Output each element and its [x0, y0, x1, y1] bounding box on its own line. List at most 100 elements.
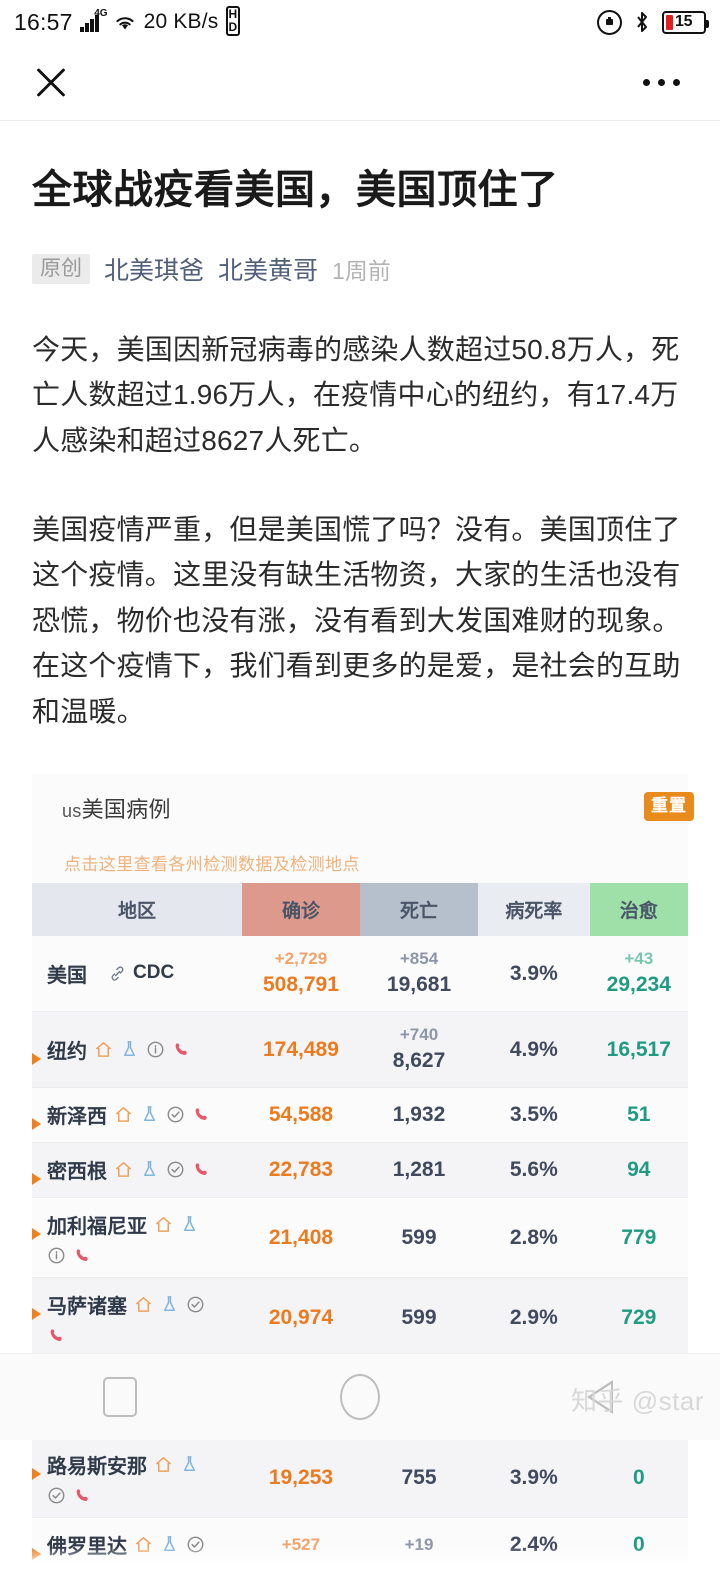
- check-icon[interactable]: [47, 1486, 66, 1505]
- home-button[interactable]: [300, 1354, 420, 1440]
- home-icon[interactable]: [154, 1215, 173, 1234]
- card-header: us美国病例 重置: [32, 774, 694, 824]
- home-icon[interactable]: [114, 1105, 133, 1124]
- testing-data-link[interactable]: 点击这里查看各州检测数据及检测地点: [64, 854, 360, 874]
- home-icon[interactable]: [114, 1160, 133, 1179]
- cell-region[interactable]: 新泽西: [32, 1087, 242, 1144]
- expand-caret-icon[interactable]: [32, 1468, 41, 1481]
- flask-icon[interactable]: [180, 1215, 199, 1234]
- cell-deaths: 755: [359, 1437, 479, 1519]
- network-type-label: 4G: [94, 8, 108, 19]
- battery-icon: 15: [662, 10, 709, 34]
- check-icon[interactable]: [166, 1105, 185, 1124]
- cell-deaths-value: 8,627: [392, 1049, 446, 1073]
- byline: 原创 北美琪爸 北美黄哥 1周前: [32, 251, 688, 287]
- back-icon: [587, 1380, 613, 1414]
- phone-icon[interactable]: [172, 1040, 191, 1059]
- cell-fatality-rate: 2.4%: [478, 1517, 590, 1573]
- home-icon[interactable]: [154, 1455, 173, 1474]
- column-header-cured[interactable]: 治愈: [589, 882, 688, 936]
- covid-data-card: us美国病例 重置 点击这里查看各州检测数据及检测地点 地区 确诊 死亡 病死率…: [32, 773, 694, 1573]
- cell-confirmed-value: 174,489: [262, 1037, 339, 1061]
- cell-region[interactable]: 美国 CDC: [32, 935, 242, 1013]
- region-source[interactable]: CDC: [108, 962, 174, 984]
- cell-region[interactable]: 路易斯安那: [32, 1437, 242, 1519]
- cell-deaths: 1,932: [359, 1087, 479, 1144]
- cell-region[interactable]: 加利福尼亚: [32, 1197, 242, 1279]
- home-icon[interactable]: [94, 1040, 113, 1059]
- signal-icon: 4G: [79, 8, 108, 32]
- more-options-icon[interactable]: [635, 71, 688, 94]
- table-row[interactable]: 佛罗里达 +527 +19 2.4% 0: [32, 1517, 688, 1573]
- cell-region[interactable]: 佛罗里达: [32, 1517, 242, 1573]
- region-name: 美国: [47, 964, 87, 987]
- recents-button[interactable]: [60, 1354, 180, 1440]
- region-name: 加利福尼亚: [47, 1216, 147, 1239]
- column-header-region[interactable]: 地区: [32, 882, 242, 936]
- column-header-confirmed[interactable]: 确诊: [241, 882, 360, 936]
- table-row[interactable]: 密西根 22,783 1,281 5.6% 94: [32, 1142, 688, 1199]
- check-icon[interactable]: [186, 1295, 205, 1314]
- cell-region[interactable]: 马萨诸塞: [32, 1277, 242, 1359]
- expand-caret-icon[interactable]: [32, 1173, 41, 1186]
- phone-icon[interactable]: [192, 1105, 211, 1124]
- flask-icon[interactable]: [180, 1455, 199, 1474]
- cell-confirmed: 19,253: [241, 1437, 360, 1519]
- cell-deaths: +740 8,627: [359, 1011, 479, 1089]
- expand-caret-icon[interactable]: [32, 1548, 41, 1561]
- link-icon[interactable]: [108, 964, 127, 983]
- table-header-row: 地区 确诊 死亡 病死率 治愈: [32, 882, 688, 936]
- region-name: 马萨诸塞: [47, 1296, 127, 1319]
- check-icon[interactable]: [186, 1535, 205, 1554]
- expand-caret-icon[interactable]: [32, 1228, 41, 1241]
- flask-icon[interactable]: [160, 1535, 179, 1554]
- card-title: us美国病例: [62, 792, 171, 824]
- cell-region[interactable]: 纽约: [32, 1011, 242, 1089]
- table-row[interactable]: 纽约 174,489 +740 8,627 4.9% 16,517: [32, 1011, 688, 1089]
- author-primary[interactable]: 北美琪爸: [104, 257, 205, 285]
- region-name: 密西根: [47, 1161, 107, 1184]
- expand-caret-icon[interactable]: [32, 1052, 41, 1065]
- cell-confirmed-value: 21,408: [268, 1225, 334, 1249]
- expand-caret-icon[interactable]: [32, 1308, 41, 1321]
- flask-icon[interactable]: [140, 1105, 159, 1124]
- phone-icon[interactable]: [47, 1326, 66, 1345]
- column-header-fatality-rate[interactable]: 病死率: [478, 882, 590, 936]
- home-icon[interactable]: [134, 1535, 153, 1554]
- table-row[interactable]: 路易斯安那 19,253 755 3.9% 0: [32, 1437, 688, 1519]
- phone-icon[interactable]: [192, 1160, 211, 1179]
- cell-fatality-rate: 2.9%: [478, 1277, 590, 1359]
- home-icon[interactable]: [134, 1295, 153, 1314]
- cell-confirmed: 21,408: [241, 1197, 360, 1279]
- table-row[interactable]: 美国 CDC +2,729 508,791 +854 19,681 3.9% +43 29,23…: [32, 935, 688, 1013]
- region-name: 新泽西: [47, 1106, 107, 1129]
- table-row[interactable]: 新泽西 54,588 1,932 3.5% 51: [32, 1087, 688, 1144]
- column-header-deaths[interactable]: 死亡: [359, 882, 479, 936]
- original-badge: 原创: [32, 254, 90, 284]
- close-icon[interactable]: [32, 63, 70, 101]
- covid-table: 地区 确诊 死亡 病死率 治愈 美国 CDC +2,729 508,791 +854 19…: [32, 882, 688, 1573]
- table-row[interactable]: 马萨诸塞 20,974 599 2.9% 729: [32, 1277, 688, 1359]
- cell-fatality-rate: 3.5%: [478, 1087, 590, 1144]
- cell-cured: +43 29,234: [589, 935, 688, 1013]
- back-button[interactable]: [540, 1354, 660, 1440]
- author-secondary[interactable]: 北美黄哥: [218, 257, 319, 285]
- flask-icon[interactable]: [120, 1040, 139, 1059]
- phone-icon[interactable]: [73, 1246, 92, 1265]
- cell-deaths: 599: [359, 1197, 479, 1279]
- info-icon[interactable]: [146, 1040, 165, 1059]
- cell-cured: 779: [589, 1197, 688, 1279]
- status-bar-left: 16:57 4G 20 KB/s H D: [14, 6, 240, 36]
- cell-region[interactable]: 密西根: [32, 1142, 242, 1199]
- reset-button[interactable]: 重置: [644, 791, 694, 821]
- cell-confirmed: 174,489: [241, 1011, 360, 1089]
- info-icon[interactable]: [47, 1246, 66, 1265]
- article-paragraph-1: 今天，美国因新冠病毒的感染人数超过50.8万人，死亡人数超过1.96万人，在疫情…: [32, 334, 680, 456]
- check-icon[interactable]: [166, 1160, 185, 1179]
- flask-icon[interactable]: [140, 1160, 159, 1179]
- expand-caret-icon[interactable]: [32, 1118, 41, 1131]
- table-row[interactable]: 加利福尼亚 21,408 599 2.8% 779: [32, 1197, 688, 1279]
- cell-cured-value: 729: [621, 1305, 657, 1329]
- flask-icon[interactable]: [160, 1295, 179, 1314]
- phone-icon[interactable]: [73, 1486, 92, 1505]
